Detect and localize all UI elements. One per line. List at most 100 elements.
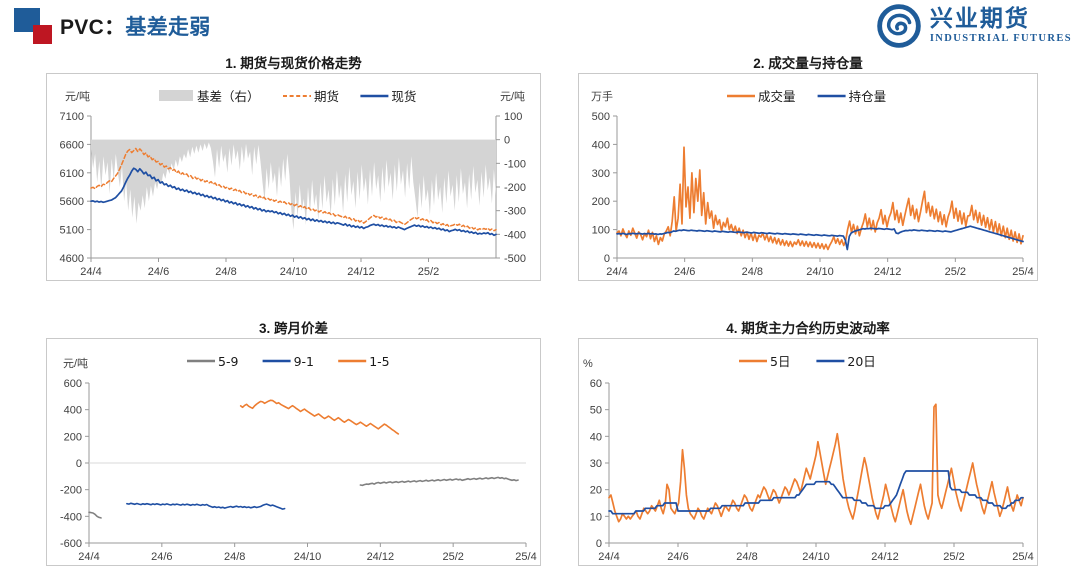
chart3-ytick: 600: [64, 378, 82, 390]
chart2-ytick: 300: [592, 168, 610, 180]
chart4-ytick: 20: [590, 485, 602, 497]
chart1-y2tick: -500: [504, 253, 526, 265]
chart3-xtick: 25/4: [515, 551, 536, 563]
chart2-legend: 成交量 持仓量: [727, 89, 886, 104]
chart4-xtick: 24/12: [871, 551, 899, 563]
chart3-xtick: 25/2: [442, 551, 463, 563]
chart2-ytick: 0: [604, 253, 610, 265]
chart1-xtick: 24/4: [80, 266, 101, 278]
chart-panel-4: 4. 期货主力合约历史波动率 % 60 50 40 30 20 10 0 24/4 24/6 24/…: [578, 320, 1038, 566]
brand-name-cn: 兴业期货: [929, 5, 1030, 32]
chart2-y-unit: 万手: [591, 89, 613, 103]
chart1-ytick: 6100: [60, 168, 84, 180]
chart4-xtick: 25/4: [1012, 551, 1033, 563]
chart1-xtick: 24/10: [280, 266, 308, 278]
brand-name-en: INDUSTRIAL FUTURES: [929, 32, 1072, 44]
chart1-svg: 元/吨 7100 6600 6100 5600 5100 4600 元/吨 100 0 -100 -2…: [60, 89, 527, 278]
chart1-ytick: 5600: [60, 196, 84, 208]
chart4-xtick: 24/6: [667, 551, 688, 563]
chart4-xtick: 24/8: [736, 551, 757, 563]
chart1-area-basis: [91, 139, 496, 230]
page-title: PVC：基差走弱: [60, 11, 211, 41]
chart1-legend-item: 现货: [391, 89, 416, 104]
chart4-ytick: 10: [590, 511, 602, 523]
chart3-xtick: 24/12: [367, 551, 395, 563]
chart4-line-5日: [608, 403, 1024, 526]
chart1-y2tick: -200: [504, 182, 526, 194]
page-title-accent: 基差走弱: [125, 16, 211, 39]
chart1-ytick: 7100: [60, 111, 84, 123]
chart-1-plot: 元/吨 7100 6600 6100 5600 5100 4600 元/吨 100 0 -100 -2…: [46, 73, 541, 281]
chart3-ytick: -400: [60, 511, 82, 523]
chart3-ytick: 200: [64, 431, 82, 443]
chart3-xtick: 24/4: [78, 551, 99, 563]
chart3-ytick: -200: [60, 485, 82, 497]
chart3-ytick: 0: [76, 458, 82, 470]
chart3-xtick: 24/6: [151, 551, 172, 563]
chart2-xtick: 24/12: [874, 266, 902, 278]
chart3-legend: 5-9 9-1 1-5: [187, 354, 390, 369]
page-title-main: PVC：: [60, 16, 126, 39]
brand-text: 兴业期货 INDUSTRIAL FUTURES: [929, 5, 1072, 45]
chart2-xtick: 24/10: [806, 266, 834, 278]
chart3-ytick: 400: [64, 405, 82, 417]
chart2-legend-item: 持仓量: [849, 89, 887, 104]
chart1-ytick: 5100: [60, 225, 84, 237]
chart-3-title: 3. 跨月价差: [258, 321, 328, 336]
company-brand: 兴业期货 INDUSTRIAL FUTURES: [877, 3, 1072, 49]
chart1-xtick: 24/12: [347, 266, 375, 278]
chart1-ytick: 6600: [60, 139, 84, 151]
chart3-xtick: 24/8: [224, 551, 245, 563]
chart2-xtick: 24/6: [674, 266, 695, 278]
chart2-ytick: 200: [592, 196, 610, 208]
logo-red-square-icon: [33, 25, 52, 44]
chart3-legend-item: 9-1: [294, 354, 314, 369]
chart2-xtick: 25/4: [1012, 266, 1033, 278]
chart-1-title: 1. 期货与现货价格走势: [225, 56, 362, 71]
chart1-y2tick: -100: [504, 158, 526, 170]
chart1-legend: 基差（右） 期货 现货: [159, 89, 416, 104]
chart-4-title: 4. 期货主力合约历史波动率: [726, 321, 890, 336]
chart-3-plot: 元/吨 600 400 200 0 -200 -400 -600 24/4 24/6 24/8 24/…: [46, 338, 541, 566]
spiral-logo-icon: [877, 4, 921, 48]
chart1-y2tick: -400: [504, 229, 526, 241]
chart1-y2-unit: 元/吨: [500, 90, 525, 103]
page-header: PVC：基差走弱 兴业期货 INDUSTRIAL FUTURES: [0, 0, 1080, 52]
chart3-line-5-9: [88, 511, 102, 519]
chart-2-title: 2. 成交量与持仓量: [753, 56, 863, 71]
chart1-ytick: 4600: [60, 253, 84, 265]
chart1-xtick: 24/8: [215, 266, 236, 278]
chart3-line-1-5: [239, 399, 400, 435]
chart2-svg: 万手 500 400 300 200 100 024/4 24/6 24/8 24/10 24/12…: [591, 89, 1034, 278]
chart2-ytick: 500: [592, 111, 610, 123]
chart2-xtick: 24/8: [742, 266, 763, 278]
chart-4-plot: % 60 50 40 30 20 10 0 24/4 24/6 24/8 24/10 24/12 25/2…: [578, 338, 1038, 566]
chart1-y-unit: 元/吨: [65, 90, 90, 103]
chart4-xtick: 24/4: [598, 551, 619, 563]
chart3-ytick: -600: [60, 538, 82, 550]
chart1-xtick: 25/2: [418, 266, 439, 278]
chart-panel-1: 1. 期货与现货价格走势 元/吨 7100 6600 6100 5600 5100 4600…: [46, 55, 541, 281]
chart1-legend-item: 基差（右）: [197, 89, 260, 104]
chart4-y-unit: %: [583, 358, 593, 370]
chart2-line-成交量: [616, 146, 1024, 251]
chart2-xtick: 24/4: [606, 266, 627, 278]
chart3-line-5-9: [359, 476, 519, 487]
chart4-line-20日: [608, 470, 1024, 515]
chart1-y2tick: 100: [504, 111, 522, 123]
chart4-xtick: 25/2: [943, 551, 964, 563]
chart3-y-unit: 元/吨: [63, 357, 88, 370]
chart3-legend-item: 5-9: [218, 354, 238, 369]
chart1-legend-item: 期货: [314, 89, 339, 104]
chart-2-plot: 万手 500 400 300 200 100 0 24/4 24/6 24/8 24/10 24/12…: [578, 73, 1038, 281]
chart2-ytick: 100: [592, 225, 610, 237]
chart4-ytick: 40: [590, 431, 602, 443]
chart3-legend-item: 1-5: [369, 354, 389, 369]
chart1-y2tick: 0: [504, 135, 510, 147]
chart4-xtick: 24/10: [802, 551, 830, 563]
chart4-legend-item: 5日: [770, 354, 790, 369]
brand-squares-icon: [14, 8, 54, 44]
chart4-ytick: 30: [590, 458, 602, 470]
chart3-xtick: 24/10: [294, 551, 322, 563]
